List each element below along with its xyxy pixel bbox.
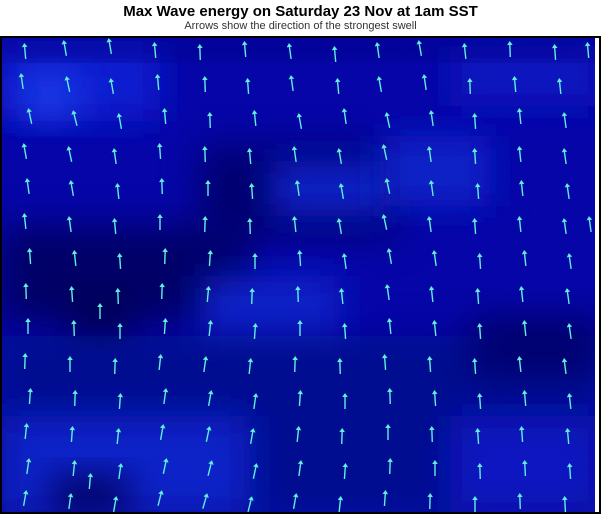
wave-energy-map-container: Max Wave energy on Saturday 23 Nov at 1a… bbox=[0, 0, 601, 514]
map-subtitle: Arrows show the direction of the stronge… bbox=[0, 20, 601, 34]
map-title: Max Wave energy on Saturday 23 Nov at 1a… bbox=[0, 0, 601, 20]
map-canvas bbox=[0, 36, 601, 514]
